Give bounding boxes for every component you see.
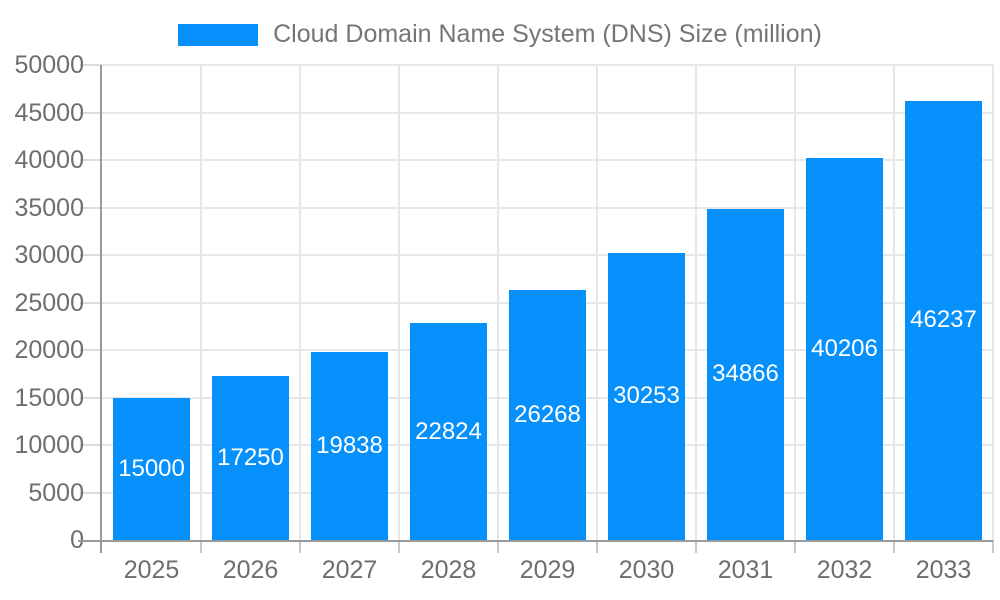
x-axis-label: 2033 [915, 556, 972, 584]
bar-value-label: 15000 [118, 454, 185, 482]
y-axis-label: 20000 [14, 336, 84, 364]
y-axis-label: 10000 [14, 431, 84, 459]
y-tick [80, 159, 102, 161]
x-gridline [398, 65, 400, 540]
x-axis-label: 2032 [816, 556, 873, 584]
y-tick [80, 254, 102, 256]
y-tick [80, 111, 102, 114]
y-axis-line [100, 65, 102, 553]
bar-value-label: 26268 [514, 401, 581, 429]
bar-value-label: 22824 [415, 417, 482, 445]
y-axis-label: 35000 [14, 193, 84, 222]
y-axis-label: 0 [0, 526, 84, 554]
x-axis-label: 2030 [618, 556, 675, 584]
y-axis-label: 5000 [28, 478, 84, 507]
x-tick [497, 540, 499, 553]
y-tick [80, 396, 102, 399]
x-tick [398, 540, 400, 553]
y-tick [80, 349, 102, 351]
x-axis-label: 2028 [420, 556, 477, 584]
x-axis-label: 2027 [321, 556, 378, 584]
bar-2033[interactable]: 46237 [905, 100, 982, 540]
x-tick [794, 540, 796, 553]
x-gridline [200, 65, 202, 540]
x-gridline [695, 65, 697, 540]
x-gridline [794, 65, 796, 540]
y-axis-label: 30000 [14, 241, 84, 269]
y-gridline [102, 111, 993, 114]
x-tick [695, 540, 697, 553]
x-axis-label: 2031 [717, 556, 774, 584]
legend[interactable]: Cloud Domain Name System (DNS) Size (mil… [0, 20, 1000, 49]
y-axis-label: 40000 [14, 146, 84, 174]
x-axis-label: 2029 [519, 556, 576, 584]
y-axis-label: 15000 [14, 383, 84, 412]
y-tick [80, 301, 102, 304]
legend-label: Cloud Domain Name System (DNS) Size (mil… [273, 20, 822, 48]
x-tick [893, 540, 895, 553]
bar-value-label: 30253 [613, 382, 680, 410]
x-axis-label: 2025 [123, 556, 180, 584]
bar-2025[interactable]: 15000 [113, 397, 190, 540]
x-gridline [596, 65, 598, 540]
y-gridline [102, 254, 993, 256]
x-tick [596, 540, 598, 553]
x-tick [200, 540, 202, 553]
legend-swatch [178, 23, 259, 46]
y-tick [80, 206, 102, 209]
bar-2026[interactable]: 17250 [212, 376, 289, 540]
x-axis-label: 2026 [222, 556, 279, 584]
y-axis-label: 45000 [14, 98, 84, 127]
x-tick [992, 540, 994, 553]
y-tick [80, 64, 102, 66]
bar-value-label: 19838 [316, 431, 383, 459]
y-axis-label: 25000 [14, 288, 84, 317]
bar-value-label: 40206 [811, 335, 878, 362]
bar-2032[interactable]: 40206 [806, 158, 883, 540]
y-gridline [102, 206, 993, 209]
bar-2028[interactable]: 22824 [410, 323, 487, 540]
bar-2031[interactable]: 34866 [707, 208, 784, 540]
y-axis-label: 50000 [14, 51, 84, 79]
y-tick [80, 444, 102, 446]
x-tick [299, 540, 301, 553]
y-gridline [102, 64, 993, 66]
bar-value-label: 46237 [910, 306, 977, 334]
bar-value-label: 17250 [217, 444, 284, 472]
bar-2029[interactable]: 26268 [509, 290, 586, 540]
x-axis-line [78, 540, 993, 542]
y-tick [80, 491, 102, 494]
y-gridline [102, 159, 993, 161]
bar-2027[interactable]: 19838 [311, 351, 388, 540]
x-gridline [893, 65, 895, 540]
bar-2030[interactable]: 30253 [608, 252, 685, 540]
x-gridline [497, 65, 499, 540]
bar-value-label: 34866 [712, 360, 779, 388]
x-gridline [992, 65, 994, 540]
x-gridline [299, 65, 301, 540]
